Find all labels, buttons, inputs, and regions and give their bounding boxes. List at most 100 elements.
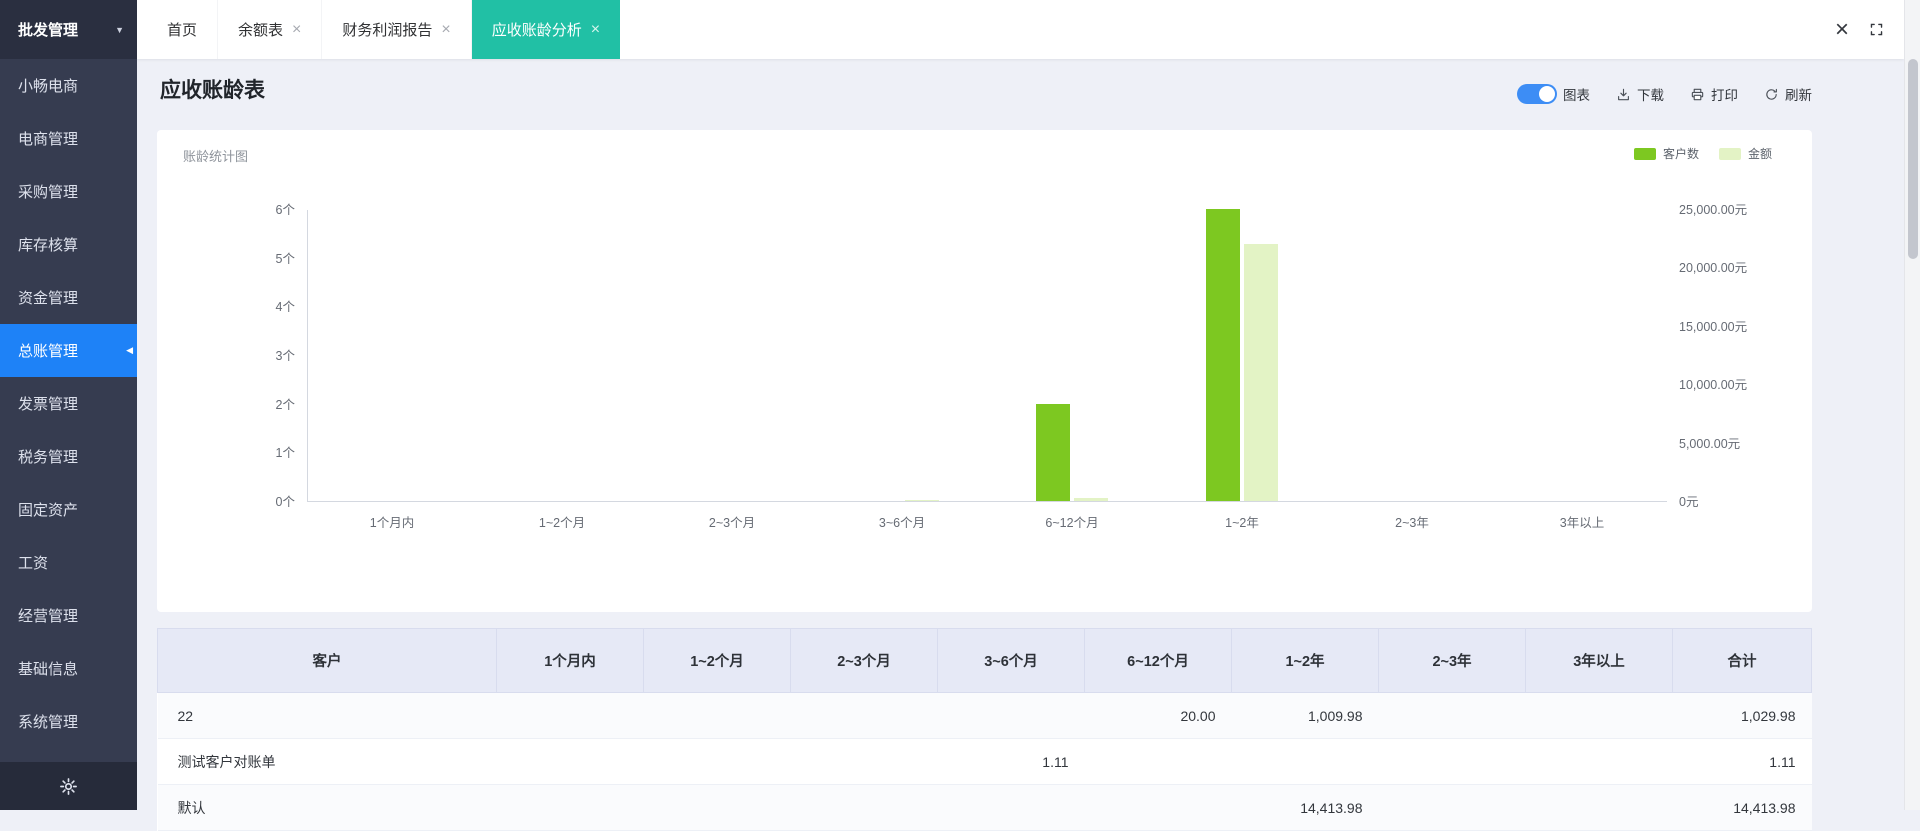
toggle-switch[interactable] bbox=[1517, 84, 1557, 104]
table-header-row: 客户 1个月内 1~2个月 2~3个月 3~6个月 6~12个月 1~2年 2~3年 3年以上合… bbox=[157, 628, 1812, 693]
toolbar: 图表 下载 打印 刷新 bbox=[1517, 84, 1812, 104]
tab-close-icon[interactable]: × bbox=[441, 20, 451, 38]
value-cell: 1.11 bbox=[1672, 738, 1812, 785]
value-cell: 1,029.98 bbox=[1672, 692, 1812, 739]
chart-category bbox=[1497, 210, 1667, 501]
value-cell bbox=[1525, 692, 1673, 739]
tab-1[interactable]: 首页 bbox=[147, 0, 219, 59]
column-header: 2~3个月 bbox=[790, 628, 938, 693]
value-cell bbox=[1084, 784, 1232, 831]
chart-category bbox=[818, 210, 988, 501]
chart-title: 账龄统计图 bbox=[183, 149, 249, 164]
sidebar-menu: 小畅电商电商管理采购管理库存核算资金管理总账管理 ◀ 发票管理 税务管理 固定资产 工资经… bbox=[0, 59, 137, 748]
value-cell bbox=[496, 784, 644, 831]
axis-tick-label: 4个 bbox=[275, 300, 295, 315]
printer-icon bbox=[1690, 87, 1705, 102]
sidebar-item-label: 电商管理 bbox=[18, 131, 79, 148]
tab-close-icon[interactable]: × bbox=[590, 20, 601, 38]
bar-金额 bbox=[904, 500, 939, 501]
value-cell: 14,413.98 bbox=[1672, 784, 1812, 831]
tab-bar: 首页 余额表 × 财务利润报告 × 应收账龄分析 × bbox=[137, 0, 621, 59]
chart-category bbox=[988, 210, 1158, 501]
print-label: 打印 bbox=[1711, 88, 1738, 103]
refresh-button[interactable]: 刷新 bbox=[1764, 84, 1812, 104]
axis-tick-label: 20,000.00元 bbox=[1679, 261, 1748, 276]
column-header: 合计 bbox=[1672, 628, 1812, 693]
sidebar-item-3[interactable]: 采购管理 bbox=[0, 165, 137, 218]
column-header: 2~3年 bbox=[1378, 628, 1526, 693]
gear-icon bbox=[59, 777, 78, 796]
axis-tick-label: 25,000.00元 bbox=[1679, 203, 1748, 217]
chevron-down-icon: ▼ bbox=[115, 24, 124, 35]
chart-view-toggle[interactable]: 图表 bbox=[1517, 84, 1590, 104]
tab-close-icon[interactable]: × bbox=[292, 20, 302, 38]
chart-category bbox=[1327, 210, 1497, 501]
tab-label: 财务利润报告 bbox=[342, 22, 433, 39]
sidebar-item-13[interactable]: 系统管理 bbox=[0, 695, 137, 748]
sidebar-header[interactable]: 批发管理 ▼ bbox=[0, 0, 137, 59]
bar-客户数 bbox=[1036, 403, 1071, 501]
chart-card: 账龄统计图 客户数 金额 6个 5个 4个 3个 2个 1个 0个 25,000.00元 20,… bbox=[157, 130, 1812, 612]
value-cell bbox=[1084, 738, 1232, 785]
aging-table-card: 客户 1个月内 1~2个月 2~3个月 3~6个月 6~12个月 1~2年 2~3年 3年以上合… bbox=[157, 628, 1812, 831]
sidebar-item-12[interactable]: 基础信息 bbox=[0, 642, 137, 695]
customer-cell: 测试客户对账单 bbox=[157, 738, 497, 785]
table-head: 客户 1个月内 1~2个月 2~3个月 3~6个月 6~12个月 1~2年 2~3年 3年以上合… bbox=[157, 628, 1812, 693]
legend-label: 客户数 bbox=[1662, 147, 1699, 161]
sidebar-item-7[interactable]: 发票管理 bbox=[0, 377, 137, 430]
table-row[interactable]: 22 20.00 1,009.98 1,029.98 bbox=[157, 692, 1812, 739]
bar-金额 bbox=[1244, 244, 1279, 501]
legend-item[interactable]: 客户数 bbox=[1633, 145, 1699, 162]
close-icon[interactable]: × bbox=[1834, 15, 1849, 43]
table-row[interactable]: 测试客户对账单 1.11 1.11 bbox=[157, 738, 1812, 785]
bar-金额 bbox=[1074, 498, 1109, 501]
tab-label: 首页 bbox=[167, 22, 198, 39]
value-cell bbox=[496, 738, 644, 785]
sidebar-item-6[interactable]: 总账管理 ◀ bbox=[0, 324, 137, 377]
value-cell bbox=[790, 692, 938, 739]
fullscreen-icon[interactable] bbox=[1869, 22, 1884, 37]
column-header: 3~6个月 bbox=[937, 628, 1085, 693]
tab-2[interactable]: 余额表 × bbox=[218, 0, 323, 59]
sidebar-item-4[interactable]: 库存核算 bbox=[0, 218, 137, 271]
table-row[interactable]: 默认 14,413.98 14,413.98 bbox=[157, 784, 1812, 831]
x-axis-label: 2~3年 bbox=[1395, 516, 1429, 530]
tab-label: 余额表 bbox=[238, 22, 284, 39]
scrollbar-thumb[interactable] bbox=[1908, 59, 1918, 259]
legend-swatch bbox=[1718, 147, 1741, 160]
tab-4[interactable]: 应收账龄分析 × bbox=[471, 0, 621, 59]
value-cell: 20.00 bbox=[1084, 692, 1232, 739]
x-axis-label: 3~6个月 bbox=[878, 516, 926, 530]
sidebar: 批发管理 ▼ 小畅电商电商管理采购管理库存核算资金管理总账管理 ◀ 发票管理 税务管理… bbox=[0, 0, 137, 810]
sidebar-item-10[interactable]: 工资 bbox=[0, 536, 137, 589]
column-header: 1个月内 bbox=[496, 628, 644, 693]
sidebar-item-11[interactable]: 经营管理 bbox=[0, 589, 137, 642]
legend-item[interactable]: 金额 bbox=[1718, 145, 1772, 162]
customer-cell: 默认 bbox=[157, 784, 497, 831]
axis-tick-label: 1个 bbox=[275, 446, 295, 461]
sidebar-item-5[interactable]: 资金管理 bbox=[0, 271, 137, 324]
value-cell bbox=[643, 738, 791, 785]
tab-3[interactable]: 财务利润报告 × bbox=[322, 0, 472, 59]
sidebar-item-8[interactable]: 税务管理 bbox=[0, 430, 137, 483]
value-cell bbox=[1378, 784, 1526, 831]
download-button[interactable]: 下载 bbox=[1616, 84, 1664, 104]
value-cell bbox=[643, 692, 791, 739]
value-cell bbox=[496, 692, 644, 739]
tab-label: 应收账龄分析 bbox=[491, 22, 582, 39]
sidebar-item-2[interactable]: 电商管理 bbox=[0, 112, 137, 165]
sidebar-item-1[interactable]: 小畅电商 bbox=[0, 59, 137, 112]
print-button[interactable]: 打印 bbox=[1690, 84, 1738, 104]
download-icon bbox=[1616, 87, 1631, 102]
sidebar-item-label: 库存核算 bbox=[18, 237, 79, 254]
x-axis-label: 2~3个月 bbox=[708, 516, 756, 530]
sidebar-item-9[interactable]: 固定资产 bbox=[0, 483, 137, 536]
chart-x-axis: 1个月内 1~2个月 2~3个月 3~6个月 6~12个月 1~2年 2~3年 3年以上 bbox=[307, 512, 1667, 531]
value-cell bbox=[1525, 738, 1673, 785]
topbar: 首页 余额表 × 财务利润报告 × 应收账龄分析 × × bbox=[137, 0, 1904, 59]
sidebar-footer-settings[interactable] bbox=[0, 762, 137, 810]
customer-cell: 22 bbox=[157, 692, 497, 739]
sidebar-item-label: 总账管理 bbox=[18, 343, 79, 360]
scrollbar-track[interactable] bbox=[1904, 0, 1920, 810]
active-arrow-icon: ◀ bbox=[126, 345, 133, 355]
